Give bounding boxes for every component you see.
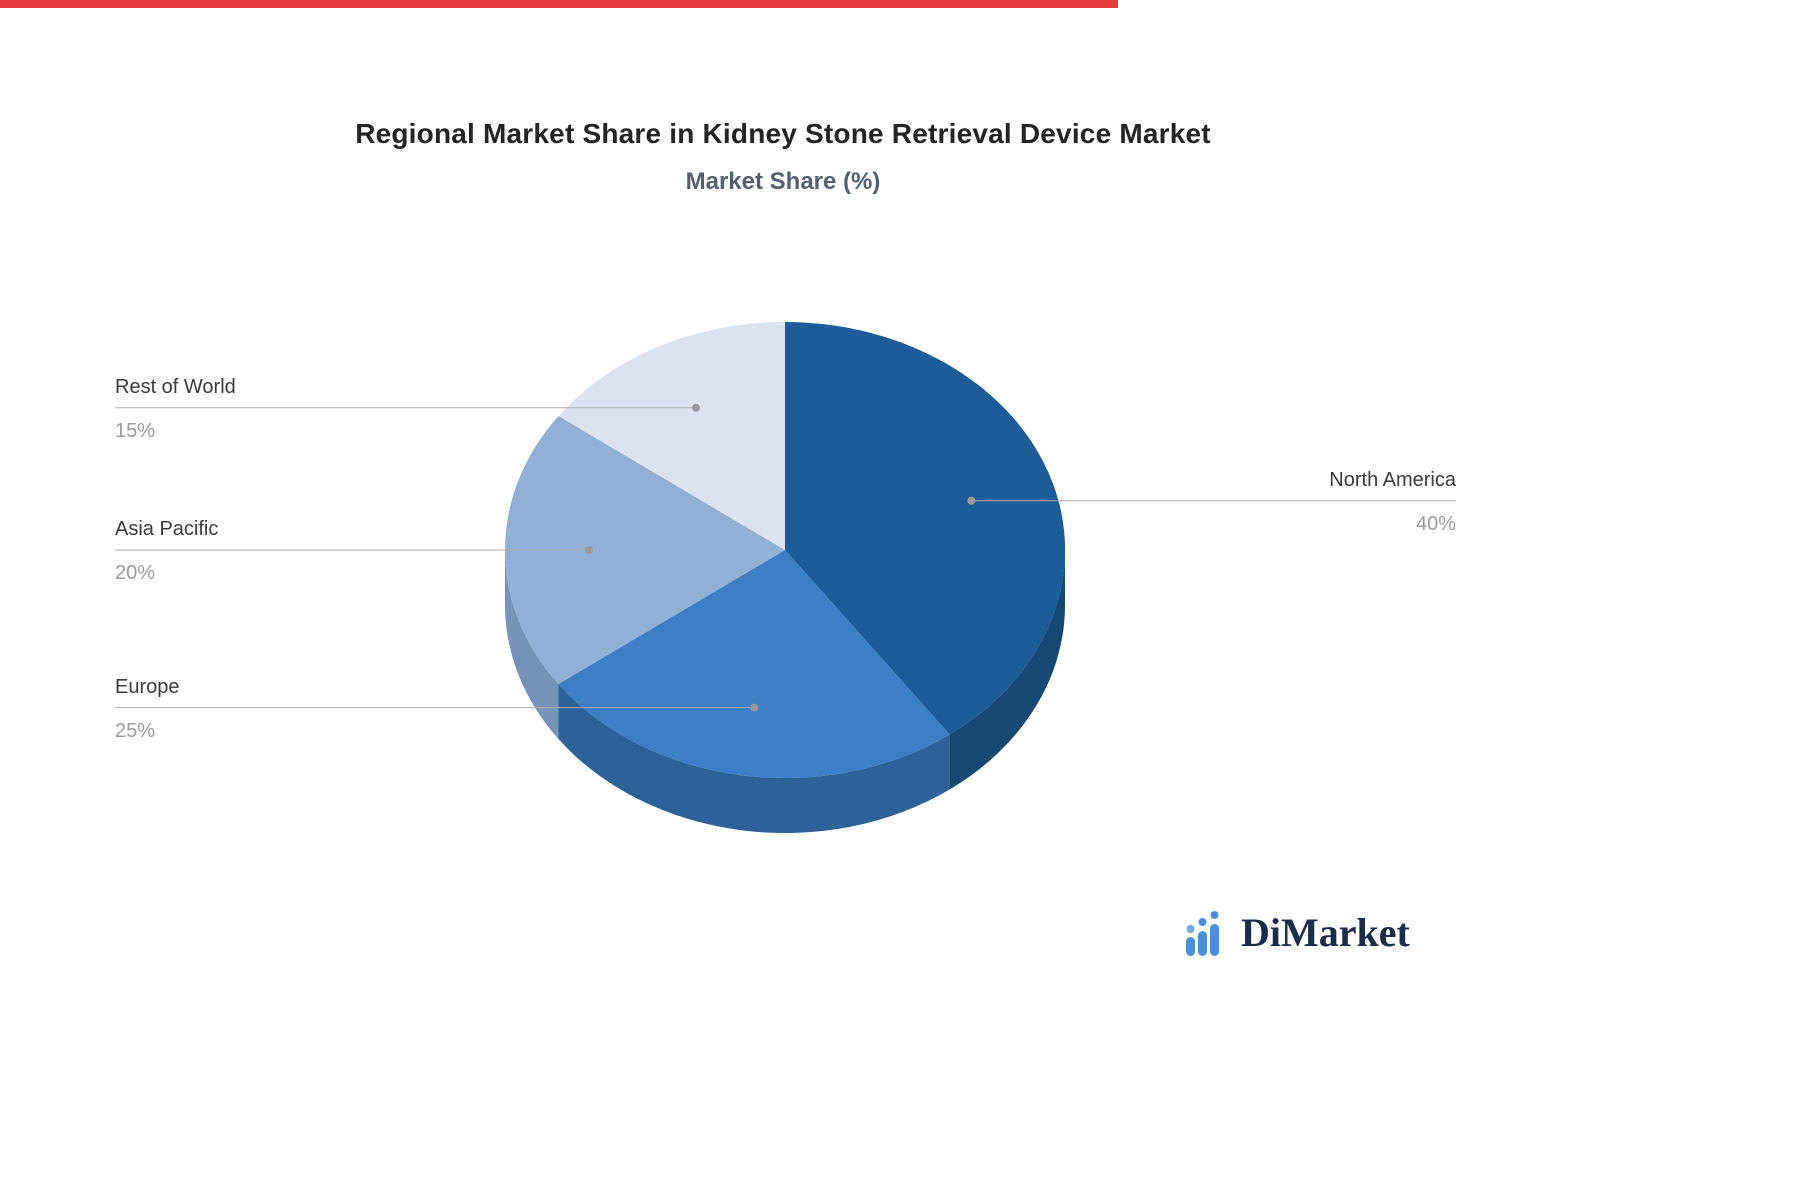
pie-slice <box>505 416 785 684</box>
slice-label-north-america: North America 40% <box>1036 467 1456 537</box>
slice-label-text: Europe <box>115 675 180 698</box>
leader-dot <box>692 403 700 412</box>
slice-value-text: 40% <box>1415 512 1456 535</box>
leader-dot <box>967 496 976 505</box>
slice-value-text: 20% <box>115 562 156 584</box>
slice-value-text: 15% <box>115 419 156 442</box>
pie-slice-side <box>949 550 1065 790</box>
slice-value-text: 25% <box>115 719 156 742</box>
leader-dot <box>750 703 759 712</box>
pie-slice <box>785 321 1066 735</box>
chart-title: Regional Market Share in Kidney Stone Re… <box>355 118 1211 149</box>
slice-label-text: Rest of World <box>115 375 236 398</box>
slice-label-asia-pacific: Asia Pacific 20% <box>115 516 535 586</box>
pie-slice-side <box>505 550 559 739</box>
top-red-bar <box>0 0 1118 8</box>
bar-chart-icon <box>1185 909 1229 957</box>
slice-label-europe: Europe 25% <box>115 674 535 744</box>
slice-label-rest-of-world: Rest of World 15% <box>115 374 535 444</box>
pie-slice <box>558 322 785 550</box>
brand-name: DiMarket <box>1241 910 1410 955</box>
chart-subtitle: Market Share (%) <box>685 168 881 195</box>
slice-label-text: North America <box>1329 468 1456 491</box>
leader-dot <box>585 546 593 554</box>
slice-label-text: Asia Pacific <box>115 518 219 540</box>
brand-logo: DiMarket <box>1185 903 1410 963</box>
pie-slice <box>558 550 950 779</box>
pie-slice-side <box>558 684 950 834</box>
